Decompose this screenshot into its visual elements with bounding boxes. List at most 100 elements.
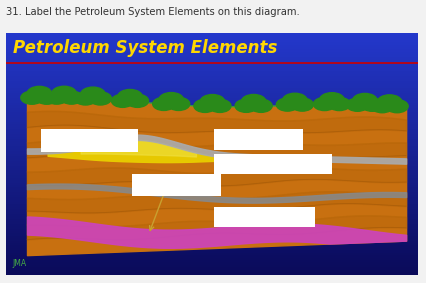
Bar <box>6 64 417 67</box>
Bar <box>6 187 417 190</box>
Bar <box>6 134 417 137</box>
Bar <box>6 78 417 81</box>
Circle shape <box>46 91 68 104</box>
Bar <box>6 233 417 236</box>
Bar <box>6 270 417 272</box>
Bar <box>6 151 417 153</box>
Bar <box>6 265 417 267</box>
Circle shape <box>111 94 133 107</box>
Text: 31. Label the Petroleum System Elements on this diagram.: 31. Label the Petroleum System Elements … <box>6 7 299 17</box>
Bar <box>6 163 417 166</box>
Bar <box>6 146 417 149</box>
Bar <box>6 127 417 129</box>
Bar <box>6 178 417 180</box>
Circle shape <box>249 99 271 112</box>
Bar <box>6 260 417 262</box>
Circle shape <box>193 99 216 112</box>
Bar <box>6 209 417 212</box>
Bar <box>6 69 417 71</box>
Bar <box>6 197 417 200</box>
Bar <box>6 100 417 103</box>
Bar <box>6 74 417 76</box>
Bar <box>6 112 417 115</box>
Bar <box>6 161 417 163</box>
Bar <box>6 122 417 125</box>
Bar <box>6 40 417 42</box>
Text: JMA: JMA <box>12 260 27 269</box>
Circle shape <box>52 86 76 101</box>
Bar <box>6 243 417 245</box>
Circle shape <box>345 98 368 111</box>
Bar <box>6 195 417 197</box>
Bar <box>6 47 417 50</box>
Circle shape <box>370 100 392 113</box>
Bar <box>6 117 417 120</box>
Bar <box>6 226 417 229</box>
Circle shape <box>352 93 377 108</box>
Bar <box>6 255 417 258</box>
Circle shape <box>126 94 148 107</box>
Bar <box>6 54 417 57</box>
Circle shape <box>319 93 343 107</box>
Bar <box>132 174 220 196</box>
Bar <box>41 129 138 152</box>
Text: Petroleum System Elements: Petroleum System Elements <box>12 39 276 57</box>
Bar <box>6 166 417 168</box>
Bar <box>6 175 417 178</box>
Circle shape <box>385 100 407 113</box>
Bar <box>6 120 417 122</box>
Bar <box>6 250 417 253</box>
Bar <box>6 253 417 255</box>
Bar <box>6 71 417 74</box>
Bar <box>6 200 417 202</box>
Circle shape <box>27 86 52 101</box>
Circle shape <box>81 87 105 102</box>
Circle shape <box>89 92 111 105</box>
Bar <box>6 180 417 183</box>
Circle shape <box>208 99 230 112</box>
Bar <box>6 158 417 161</box>
Bar <box>6 105 417 108</box>
Bar <box>6 37 417 40</box>
Bar <box>6 45 417 47</box>
Bar <box>6 192 417 195</box>
Circle shape <box>328 98 350 111</box>
Bar <box>6 236 417 238</box>
Bar <box>6 149 417 151</box>
Bar <box>6 241 417 243</box>
Bar <box>6 98 417 100</box>
Circle shape <box>60 91 83 104</box>
Bar <box>6 168 417 170</box>
Bar <box>6 132 417 134</box>
Bar <box>6 86 417 88</box>
Bar <box>6 262 417 265</box>
Circle shape <box>158 93 183 107</box>
Bar <box>6 144 417 146</box>
Bar <box>6 33 417 35</box>
Bar <box>6 245 417 248</box>
Circle shape <box>36 91 58 104</box>
Bar <box>6 248 417 250</box>
Circle shape <box>241 95 265 109</box>
Bar <box>6 52 417 54</box>
Bar <box>6 173 417 175</box>
Bar <box>6 190 417 192</box>
Bar <box>6 129 417 132</box>
Bar <box>6 219 417 221</box>
Bar <box>6 76 417 78</box>
Circle shape <box>282 93 306 108</box>
Circle shape <box>291 98 313 111</box>
Circle shape <box>153 97 175 110</box>
Circle shape <box>74 92 96 105</box>
Bar <box>6 88 417 91</box>
Bar <box>6 83 417 86</box>
Bar <box>214 153 331 174</box>
Bar <box>6 67 417 69</box>
Bar <box>6 170 417 173</box>
Bar <box>6 115 417 117</box>
Bar <box>6 214 417 216</box>
Circle shape <box>360 98 383 111</box>
Bar <box>6 221 417 224</box>
Bar <box>6 142 417 144</box>
Bar <box>6 50 417 52</box>
